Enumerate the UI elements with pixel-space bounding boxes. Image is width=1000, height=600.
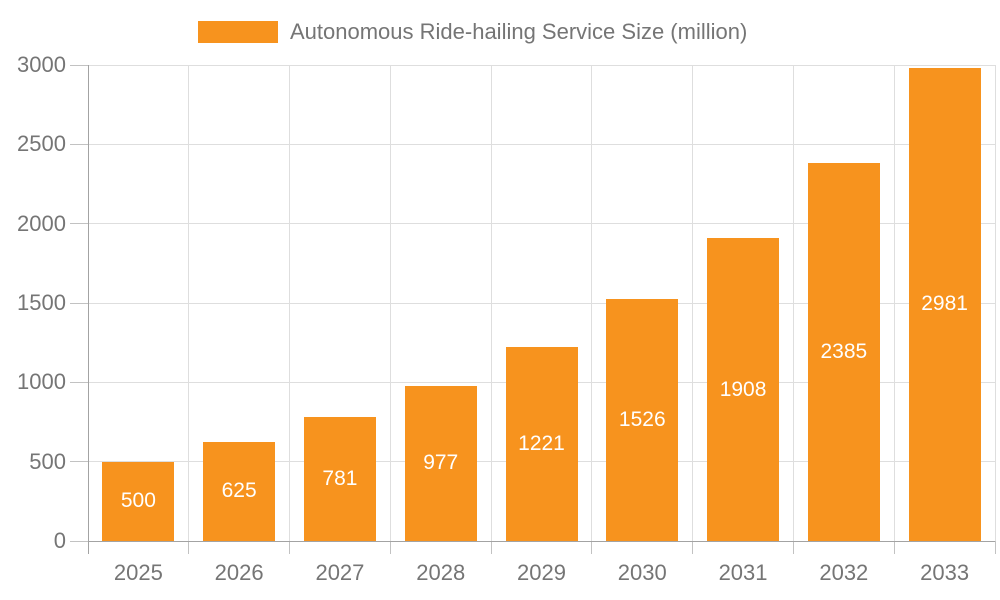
x-axis-tick bbox=[490, 541, 492, 554]
bar-value-label: 1221 bbox=[518, 432, 565, 456]
bar-value-label: 2981 bbox=[921, 292, 968, 316]
bar-2029[interactable]: 1221 bbox=[505, 347, 578, 541]
bar-2032[interactable]: 2385 bbox=[807, 162, 880, 541]
y-axis-tick bbox=[70, 64, 88, 66]
x-axis-label-2033: 2033 bbox=[920, 560, 970, 585]
legend-label: Autonomous Ride-hailing Service Size (mi… bbox=[290, 19, 748, 44]
x-axis-label-2025: 2025 bbox=[113, 560, 163, 585]
x-axis-tick bbox=[692, 541, 694, 554]
bar-value-label: 625 bbox=[221, 479, 257, 503]
bar-value-label: 977 bbox=[423, 451, 459, 475]
gridline-vertical bbox=[792, 65, 794, 541]
x-axis-tick bbox=[893, 541, 895, 554]
y-axis-label-1000: 1000 bbox=[17, 369, 66, 395]
y-axis-label-0: 0 bbox=[53, 528, 66, 553]
bar-2028[interactable]: 977 bbox=[404, 385, 477, 541]
gridline-vertical bbox=[389, 65, 391, 541]
x-axis-tick bbox=[188, 541, 190, 554]
x-axis-label-2029: 2029 bbox=[517, 560, 566, 585]
gridline-horizontal bbox=[88, 64, 995, 66]
bar-value-label: 2385 bbox=[820, 339, 868, 363]
gridline-vertical bbox=[692, 65, 694, 541]
x-axis-label-2026: 2026 bbox=[214, 560, 264, 585]
bar-2026[interactable]: 625 bbox=[203, 441, 276, 541]
x-axis-tick bbox=[289, 541, 291, 554]
bar-2033[interactable]: 2981 bbox=[908, 68, 981, 541]
y-axis-line bbox=[87, 65, 89, 554]
legend-item[interactable]: Autonomous Ride-hailing Service Size (mi… bbox=[198, 19, 747, 45]
y-axis-tick bbox=[70, 302, 88, 304]
gridline-horizontal bbox=[88, 223, 995, 225]
gridline-horizontal bbox=[88, 302, 995, 304]
x-axis-tick bbox=[389, 541, 391, 554]
x-axis-line bbox=[88, 540, 995, 542]
bar-2031[interactable]: 1908 bbox=[707, 238, 780, 541]
gridline-vertical bbox=[490, 65, 492, 541]
y-axis-tick bbox=[70, 461, 88, 463]
x-axis-label-2028: 2028 bbox=[416, 560, 466, 585]
y-axis-label-2000: 2000 bbox=[17, 210, 66, 236]
gridline-vertical bbox=[994, 65, 996, 541]
bar-value-label: 1908 bbox=[719, 377, 767, 401]
bar-value-label: 500 bbox=[120, 489, 156, 513]
x-axis-label-2030: 2030 bbox=[617, 560, 667, 585]
x-axis-tick bbox=[792, 541, 794, 554]
gridline-vertical bbox=[188, 65, 190, 541]
y-axis-label-2500: 2500 bbox=[17, 131, 66, 157]
y-axis-tick bbox=[70, 143, 88, 145]
x-axis-label-2027: 2027 bbox=[315, 560, 365, 585]
gridline-horizontal bbox=[88, 143, 995, 145]
x-axis-label-2032: 2032 bbox=[819, 560, 869, 585]
y-axis-label-500: 500 bbox=[29, 448, 66, 474]
gridline-vertical bbox=[893, 65, 895, 541]
y-axis-tick bbox=[70, 540, 88, 542]
y-axis-tick bbox=[70, 223, 88, 225]
bar-2027[interactable]: 781 bbox=[303, 417, 376, 541]
bar-2030[interactable]: 1526 bbox=[606, 298, 679, 541]
x-axis-tick bbox=[994, 541, 996, 554]
bar-value-label: 1526 bbox=[618, 407, 666, 431]
bar-2025[interactable]: 500 bbox=[102, 461, 175, 541]
legend-swatch-icon bbox=[198, 21, 278, 43]
x-axis-tick bbox=[591, 541, 593, 554]
y-axis-label-1500: 1500 bbox=[17, 290, 66, 315]
gridline-vertical bbox=[289, 65, 291, 541]
bar-value-label: 781 bbox=[322, 467, 358, 491]
gridline-vertical bbox=[591, 65, 593, 541]
y-axis-label-3000: 3000 bbox=[17, 52, 66, 77]
x-axis-label-2031: 2031 bbox=[718, 560, 768, 585]
y-axis-tick bbox=[70, 381, 88, 383]
